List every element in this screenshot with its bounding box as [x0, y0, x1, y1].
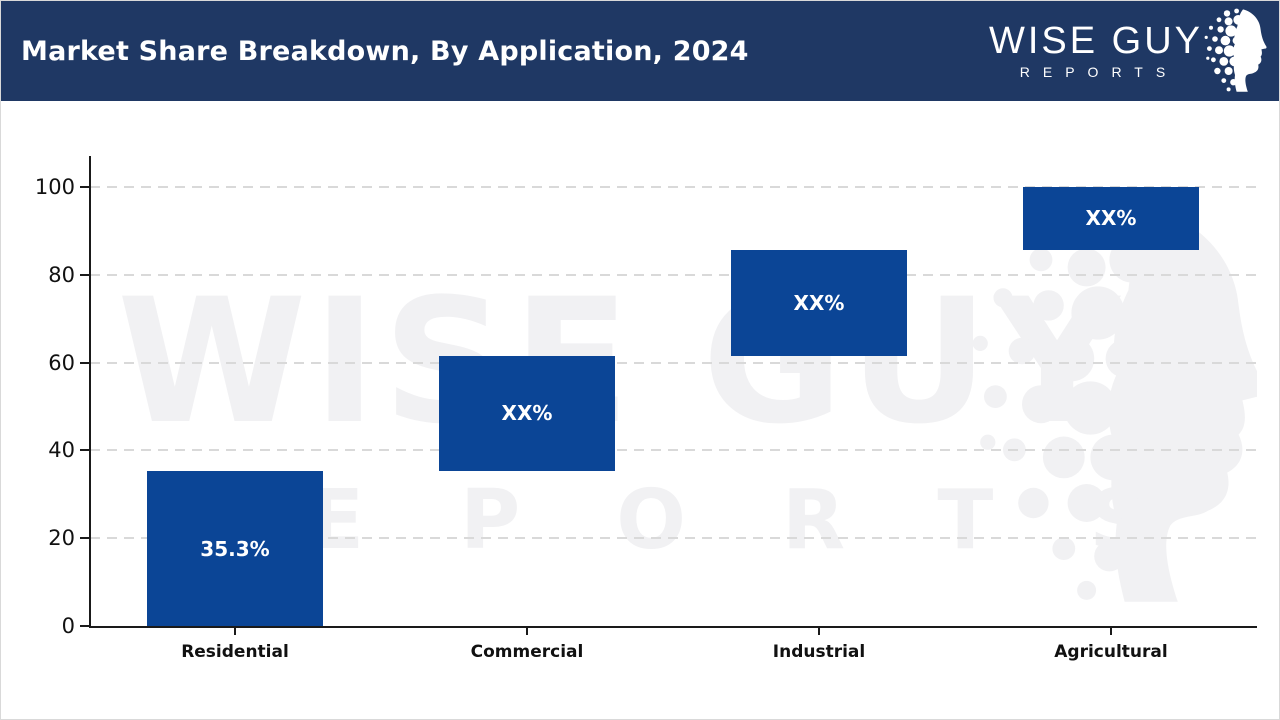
logo-wordmark: WISE GUY	[988, 20, 1203, 62]
bar-commercial: XX%	[439, 355, 615, 472]
ytick-80	[80, 273, 89, 276]
xtick-commercial	[526, 626, 528, 635]
x-axis-spine	[89, 626, 1257, 628]
xtick-industrial	[818, 626, 820, 635]
xlabel-commercial: Commercial	[470, 642, 584, 662]
ytick-label-100: 100	[34, 175, 75, 199]
ytick-label-20: 20	[48, 526, 75, 551]
chart-title: Market Share Breakdown, By Application, …	[21, 35, 749, 67]
bar-residential: 35.3%	[147, 471, 323, 626]
ytick-40	[80, 449, 89, 452]
ytick-100	[80, 186, 89, 188]
xtick-residential	[234, 626, 236, 635]
gridline-y80	[90, 273, 1257, 276]
logo-subtext: REPORTS	[1019, 64, 1179, 80]
ytick-20	[80, 537, 89, 540]
ytick-label-60: 60	[48, 350, 75, 375]
bar-value-label: XX%	[501, 401, 553, 426]
bar-value-label: XX%	[793, 290, 845, 315]
ytick-label-0: 0	[61, 614, 75, 638]
bar-value-label: 35.3%	[200, 536, 270, 561]
logo-head-dots-icon	[1204, 8, 1267, 92]
ytick-label-40: 40	[48, 438, 75, 463]
xlabel-industrial: Industrial	[772, 642, 866, 662]
y-axis-spine	[89, 156, 91, 628]
gridline-y60	[90, 361, 1257, 364]
bar-value-label: XX%	[1085, 206, 1137, 231]
gridline-y100	[90, 186, 1257, 188]
gridline-y20	[90, 537, 1257, 540]
xlabel-residential: Residential	[181, 642, 289, 662]
header-bar: Market Share Breakdown, By Application, …	[1, 1, 1279, 101]
xlabel-agricultural: Agricultural	[1054, 642, 1168, 662]
bar-industrial: XX%	[731, 249, 907, 356]
gridline-y40	[90, 449, 1257, 452]
ytick-0	[80, 625, 89, 627]
ytick-label-80: 80	[48, 262, 75, 287]
ytick-60	[80, 361, 89, 364]
xtick-agricultural	[1110, 626, 1112, 635]
brand-logo: WISE GUY REPORTS	[988, 7, 1279, 95]
bar-agricultural: XX%	[1023, 187, 1199, 250]
